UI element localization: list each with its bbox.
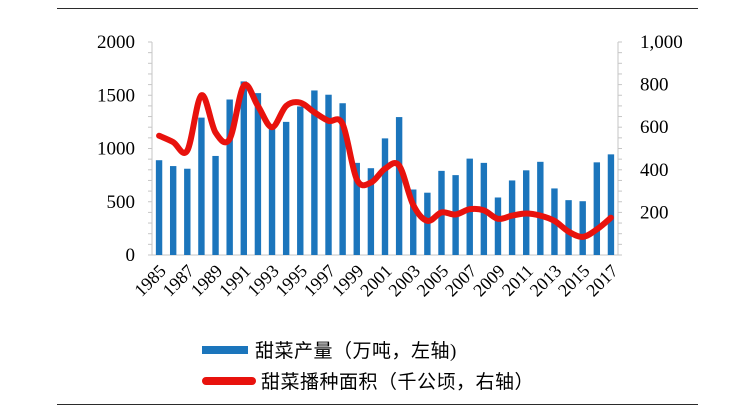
x-axis-tick-label: 2017 bbox=[582, 261, 622, 301]
bar-series-swatch bbox=[202, 345, 248, 354]
bottom-horizontal-rule bbox=[57, 404, 698, 405]
production-bar bbox=[198, 117, 205, 256]
production-bar bbox=[593, 162, 601, 255]
right-axis-tick-label: 600 bbox=[640, 117, 669, 138]
production-bar bbox=[226, 99, 233, 255]
production-bar bbox=[184, 168, 191, 255]
chart-canvas: 20001500100050001,0008006004002001985198… bbox=[97, 32, 683, 301]
left-axis-tick-label: 0 bbox=[126, 245, 136, 266]
left-axis-tick-label: 1000 bbox=[97, 139, 135, 160]
line-series-swatch bbox=[202, 376, 256, 385]
legend-item-sown-area: 甜菜播种面积（千公顷，右轴） bbox=[202, 365, 534, 396]
production-bar bbox=[325, 94, 332, 255]
production-bar bbox=[381, 138, 389, 255]
legend-item-production: 甜菜产量（万吨，左轴) bbox=[202, 334, 534, 365]
production-bar bbox=[311, 90, 318, 256]
chart-legend: 甜菜产量（万吨，左轴) 甜菜播种面积（千公顷，右轴） bbox=[202, 334, 534, 396]
legend-label-sown-area: 甜菜播种面积（千公顷，右轴） bbox=[261, 372, 535, 393]
production-bar bbox=[565, 200, 572, 255]
combo-chart: 2000 1500 1000 500 0 1,000 800 600 400 200 1985 198… bbox=[97, 32, 683, 301]
production-bar bbox=[212, 155, 219, 255]
production-bar bbox=[268, 126, 276, 255]
production-bar bbox=[240, 81, 247, 255]
production-bar bbox=[339, 103, 346, 255]
production-bar bbox=[579, 201, 586, 255]
right-axis-tick-label: 800 bbox=[640, 75, 669, 96]
production-bar bbox=[537, 161, 544, 255]
production-bar bbox=[297, 106, 304, 256]
production-bar bbox=[410, 189, 417, 255]
production-bar bbox=[169, 166, 177, 255]
sown-area-line bbox=[156, 81, 614, 240]
production-bar bbox=[607, 154, 615, 255]
right-axis-tick-label: 1,000 bbox=[640, 32, 683, 53]
left-axis-tick-label: 2000 bbox=[97, 32, 135, 53]
production-bar bbox=[254, 93, 262, 256]
production-bar bbox=[395, 117, 403, 256]
production-bar bbox=[494, 197, 502, 255]
right-axis-tick-label: 200 bbox=[640, 202, 669, 223]
production-bar bbox=[282, 121, 290, 255]
left-axis-tick-label: 500 bbox=[107, 192, 136, 213]
production-bar bbox=[353, 162, 360, 255]
production-bar bbox=[155, 160, 163, 255]
production-bar bbox=[367, 168, 375, 255]
legend-label-production: 甜菜产量（万吨，左轴) bbox=[255, 341, 457, 362]
left-axis-tick-label: 1500 bbox=[97, 85, 135, 106]
right-axis-tick-label: 400 bbox=[640, 160, 669, 181]
top-horizontal-rule bbox=[57, 8, 698, 9]
